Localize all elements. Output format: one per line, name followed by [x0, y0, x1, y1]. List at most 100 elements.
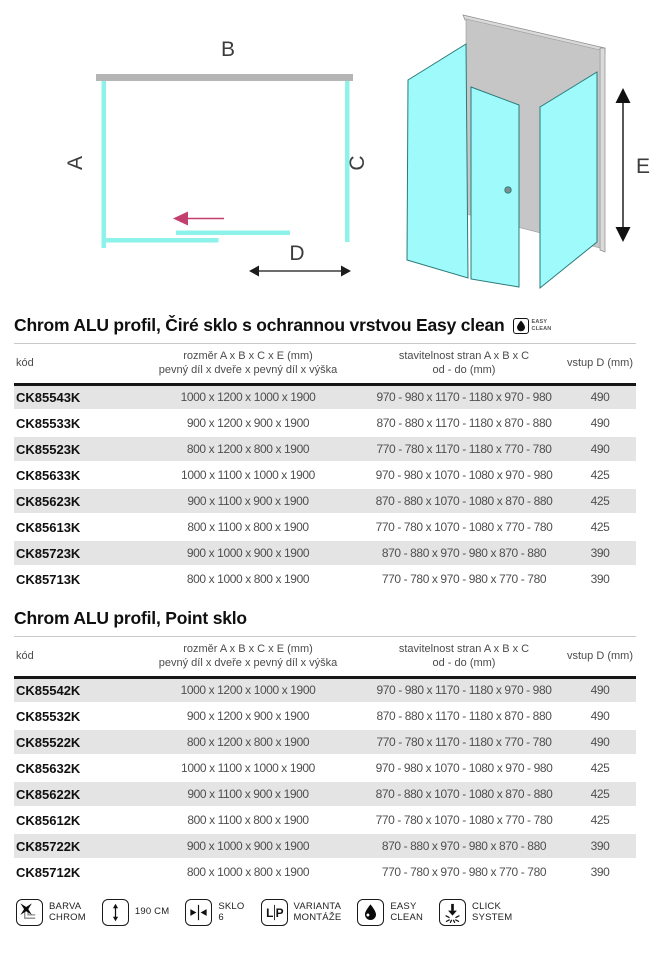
feature-click-system: CLICK SYSTEM	[439, 899, 512, 927]
col-header-rozmer: rozměr A x B x C x E (mm) pevný díl x dv…	[132, 343, 364, 386]
table-row: CK85542K 1000 x 1200 x 1000 x 1900 970 - 9…	[14, 677, 636, 704]
cell-rozmer: 900 x 1100 x 900 x 1900	[187, 494, 309, 509]
cell-stavitelnost: 870 - 880 x 1070 - 1080 x 870 - 880	[375, 494, 553, 509]
cell-vstup: 390	[590, 572, 610, 587]
table-row: CK85633K 1000 x 1100 x 1000 x 1900 970 - 9…	[14, 462, 636, 489]
cell-rozmer: 800 x 1000 x 800 x 1900	[186, 572, 310, 587]
feature-barva-chrom: BARVA CHROM	[16, 899, 86, 927]
dim-label-e: E	[636, 155, 650, 178]
easy-clean-badge-line1: EASY	[531, 319, 548, 326]
shower-diagrams-svg: B A C D	[64, 14, 650, 290]
cell-vstup: 390	[590, 865, 610, 880]
cell-kod: CK85523K	[16, 441, 81, 457]
top-view-diagram: B A C D	[64, 38, 369, 277]
cell-rozmer: 1000 x 1100 x 1000 x 1900	[181, 761, 315, 776]
col-header-stavitelnost: stavitelnost stran A x B x C od - do (mm…	[364, 636, 564, 679]
cell-rozmer: 900 x 1000 x 900 x 1900	[186, 546, 310, 561]
col-header-vstup: vstup D (mm)	[564, 636, 636, 679]
height-arrow-icon	[101, 899, 129, 927]
cell-rozmer: 1000 x 1100 x 1000 x 1900	[181, 468, 315, 483]
feature-varianta-montaze: L P VARIANTA MONTÁŽE	[260, 899, 342, 927]
cell-stavitelnost: 770 - 780 x 970 - 980 x 770 - 780	[381, 865, 547, 880]
col-header-kod: kód	[14, 343, 132, 386]
dim-label-a: A	[64, 156, 87, 170]
glass-fixed-front	[101, 238, 219, 243]
section-title-cire-sklo: Chrom ALU profil, Čiré sklo s ochrannou …	[14, 315, 636, 336]
mount-variant-icon: L P	[260, 899, 288, 927]
cell-stavitelnost: 870 - 880 x 1170 - 1180 x 870 - 880	[376, 709, 552, 724]
cell-vstup: 490	[590, 390, 610, 405]
cell-vstup: 390	[590, 546, 610, 561]
table-row: CK85632K 1000 x 1100 x 1000 x 1900 970 - 9…	[14, 755, 636, 782]
cell-stavitelnost: 770 - 780 x 970 - 980 x 770 - 780	[381, 572, 547, 587]
spec-table-point-sklo: kód rozměr A x B x C x E (mm) pevný díl …	[14, 636, 636, 886]
glass-side-c	[345, 81, 350, 242]
cell-stavitelnost: 770 - 780 x 1070 - 1080 x 770 - 780	[375, 813, 553, 828]
isometric-diagram: E	[406, 14, 650, 290]
cell-stavitelnost: 970 - 980 x 1070 - 1080 x 970 - 980	[375, 468, 553, 483]
table-row: CK85723K 900 x 1000 x 900 x 1900 870 - 880…	[14, 540, 636, 567]
table-row: CK85622K 900 x 1100 x 900 x 1900 870 - 880…	[14, 781, 636, 808]
cell-rozmer: 800 x 1200 x 800 x 1900	[186, 735, 310, 750]
section-title-text: Chrom ALU profil, Čiré sklo s ochrannou …	[14, 315, 505, 335]
glass-panel-right	[539, 71, 598, 290]
cell-stavitelnost: 870 - 880 x 1170 - 1180 x 870 - 880	[376, 416, 552, 431]
table-row: CK85522K 800 x 1200 x 800 x 1900 770 - 780…	[14, 729, 636, 756]
cell-rozmer: 800 x 1000 x 800 x 1900	[186, 865, 310, 880]
glass-door-panel	[470, 86, 520, 288]
cell-vstup: 390	[590, 839, 610, 854]
feature-sklo: SKLO 6	[185, 899, 244, 927]
wall-edge-right	[599, 47, 606, 253]
table-row: CK85713K 800 x 1000 x 800 x 1900 770 - 780…	[14, 566, 636, 593]
cell-vstup: 425	[590, 813, 610, 828]
cell-kod: CK85522K	[16, 734, 81, 750]
door-handle-knob	[504, 186, 512, 194]
feature-easy-clean: EASY CLEAN	[357, 899, 423, 927]
table-header-row: kód rozměr A x B x C x E (mm) pevný díl …	[14, 343, 636, 386]
cell-rozmer: 1000 x 1200 x 1000 x 1900	[180, 390, 316, 405]
table-row: CK85712K 800 x 1000 x 800 x 1900 770 - 780…	[14, 859, 636, 886]
cell-vstup: 490	[590, 735, 610, 750]
table-row: CK85612K 800 x 1100 x 800 x 1900 770 - 780…	[14, 807, 636, 834]
cell-rozmer: 900 x 1100 x 900 x 1900	[187, 787, 309, 802]
entry-width-arrow-icon	[249, 265, 351, 277]
cell-stavitelnost: 970 - 980 x 1070 - 1080 x 970 - 980	[375, 761, 553, 776]
dim-label-b: B	[221, 38, 235, 61]
glass-sliding-door	[176, 230, 290, 235]
cell-rozmer: 800 x 1100 x 800 x 1900	[187, 520, 309, 535]
cell-kod: CK85632K	[16, 760, 81, 776]
cell-vstup: 490	[590, 416, 610, 431]
cell-stavitelnost: 970 - 980 x 1170 - 1180 x 970 - 980	[376, 390, 552, 405]
door-slide-arrow-icon	[173, 211, 224, 226]
cell-kod: CK85722K	[16, 838, 81, 854]
table-row: CK85613K 800 x 1100 x 800 x 1900 770 - 780…	[14, 514, 636, 541]
cell-vstup: 425	[590, 494, 610, 509]
cell-stavitelnost: 770 - 780 x 1070 - 1080 x 770 - 780	[375, 520, 553, 535]
table-row: CK85532K 900 x 1200 x 900 x 1900 870 - 880…	[14, 703, 636, 730]
cell-vstup: 490	[590, 683, 610, 698]
cell-kod: CK85532K	[16, 708, 81, 724]
section-title-point-sklo: Chrom ALU profil, Point sklo	[14, 608, 636, 629]
table-row: CK85623K 900 x 1100 x 900 x 1900 870 - 880…	[14, 488, 636, 515]
wall-bar	[96, 74, 353, 81]
water-drop-icon	[512, 317, 529, 334]
section-title-text: Chrom ALU profil, Point sklo	[14, 608, 247, 629]
spec-table-cire-sklo: kód rozměr A x B x C x E (mm) pevný díl …	[14, 343, 636, 593]
diagram-section: B A C D	[0, 0, 650, 300]
cell-kod: CK85542K	[16, 682, 81, 698]
col-header-stavitelnost: stavitelnost stran A x B x C od - do (mm…	[364, 343, 564, 386]
cell-kod: CK85633K	[16, 467, 81, 483]
table-row: CK85722K 900 x 1000 x 900 x 1900 870 - 880…	[14, 833, 636, 860]
cell-vstup: 425	[590, 520, 610, 535]
cell-kod: CK85712K	[16, 864, 81, 880]
glass-thickness-icon	[185, 899, 213, 927]
cell-stavitelnost: 770 - 780 x 1170 - 1180 x 770 - 780	[376, 442, 552, 457]
cell-kod: CK85623K	[16, 493, 81, 509]
dim-label-d: D	[289, 242, 304, 265]
easy-clean-badge-line2: CLEAN	[531, 325, 552, 332]
col-header-vstup: vstup D (mm)	[564, 343, 636, 386]
cell-kod: CK85622K	[16, 786, 81, 802]
table-row: CK85533K 900 x 1200 x 900 x 1900 870 - 880…	[14, 410, 636, 437]
cell-kod: CK85723K	[16, 545, 81, 561]
cell-vstup: 425	[590, 468, 610, 483]
